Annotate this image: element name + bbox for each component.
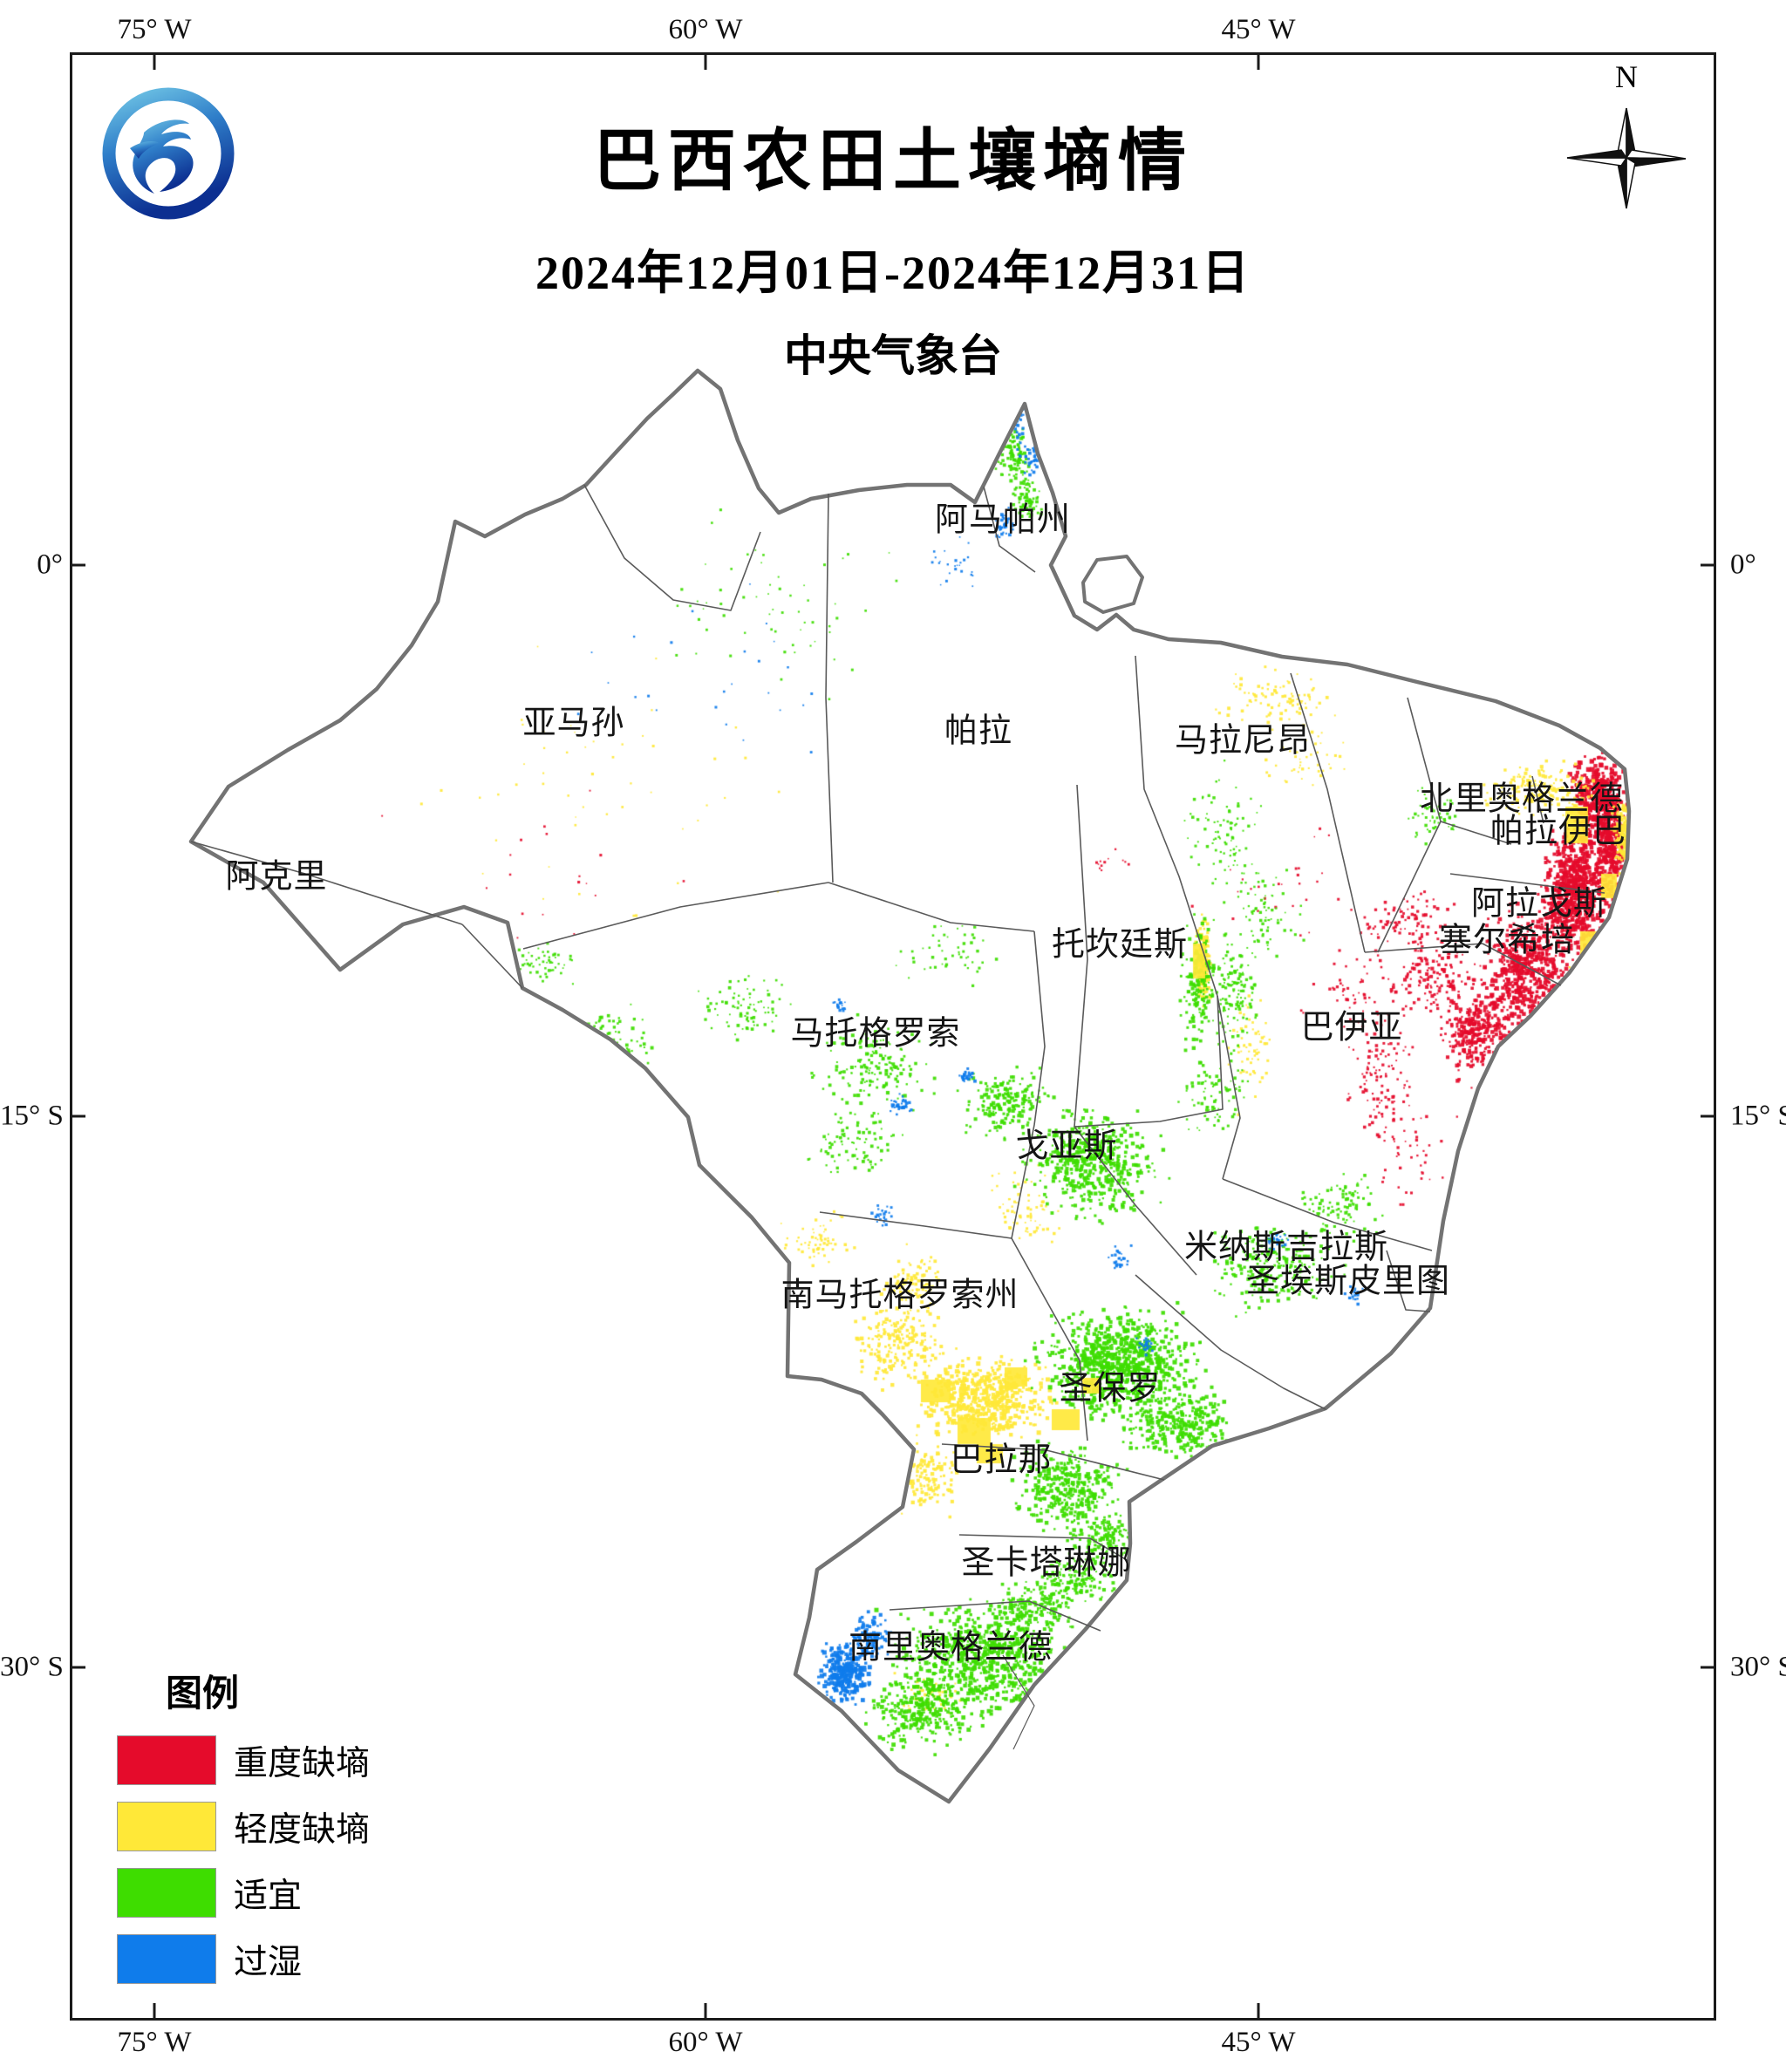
cma-logo-icon bbox=[99, 84, 238, 223]
region-label: 南马托格罗索州 bbox=[781, 1277, 1019, 1314]
region-label: 巴伊亚 bbox=[1300, 1009, 1403, 1046]
region-label: 米纳斯吉拉斯 bbox=[1183, 1229, 1389, 1266]
axis-tick-label: 15° S bbox=[0, 1100, 64, 1132]
legend-item: 过湿 bbox=[103, 1934, 370, 1984]
region-label: 亚马孙 bbox=[522, 705, 625, 742]
region-label: 塞尔希培 bbox=[1438, 922, 1576, 959]
compass-rose-icon bbox=[1566, 107, 1687, 209]
region-label: 阿马帕州 bbox=[934, 501, 1072, 539]
marajo-island-outline bbox=[1081, 555, 1144, 614]
axis-tick-label: 60° W bbox=[668, 2027, 743, 2058]
legend-label: 轻度缺墒 bbox=[234, 1810, 371, 1849]
legend-swatch bbox=[117, 1735, 216, 1785]
axis-tick-label: 30° S bbox=[0, 1651, 64, 1683]
axis-tick-label: 0° bbox=[37, 549, 63, 581]
legend-item: 适宜 bbox=[103, 1868, 370, 1918]
legend-swatch bbox=[117, 1934, 216, 1984]
page-title: 巴西农田土壤墒情 bbox=[592, 123, 1193, 199]
region-label: 阿克里 bbox=[225, 858, 328, 896]
map-frame bbox=[70, 52, 1716, 2021]
legend-swatch bbox=[117, 1868, 216, 1918]
axis-tick-label: 75° W bbox=[117, 14, 192, 45]
legend: 图例 重度缺墒轻度缺墒适宜过湿 bbox=[103, 1664, 370, 2001]
axis-tick-label: 75° W bbox=[117, 2027, 192, 2058]
region-label: 马拉尼昂 bbox=[1174, 722, 1312, 760]
region-label: 马托格罗索 bbox=[790, 1015, 961, 1053]
brazil-country-outline bbox=[188, 368, 1632, 1804]
region-label: 帕拉伊巴 bbox=[1489, 813, 1627, 850]
region-label: 圣埃斯皮里图 bbox=[1245, 1263, 1451, 1300]
axis-tick-label: 60° W bbox=[668, 14, 743, 45]
region-label: 巴拉那 bbox=[950, 1442, 1053, 1479]
axis-tick-label: 0° bbox=[1730, 549, 1756, 581]
legend-label: 过湿 bbox=[234, 1943, 303, 1981]
region-label: 阿拉戈斯 bbox=[1470, 885, 1608, 923]
region-label: 南里奥格兰德 bbox=[848, 1629, 1053, 1666]
legend-item: 重度缺墒 bbox=[103, 1735, 371, 1785]
legend-swatch bbox=[117, 1802, 216, 1851]
state-borders bbox=[190, 484, 1605, 1750]
legend-rows: 重度缺墒轻度缺墒适宜过湿 bbox=[103, 1735, 371, 1984]
region-label: 戈亚斯 bbox=[1015, 1128, 1118, 1165]
north-label: N bbox=[1615, 59, 1638, 94]
region-label: 圣保罗 bbox=[1059, 1370, 1162, 1407]
axis-tick-label: 30° S bbox=[1730, 1651, 1786, 1683]
legend-label: 适宜 bbox=[234, 1877, 303, 1915]
axis-tick-label: 45° W bbox=[1221, 14, 1296, 45]
date-range: 2024年12月01日-2024年12月31日 bbox=[535, 247, 1251, 299]
region-label: 北里奥格兰德 bbox=[1419, 780, 1625, 818]
source-agency: 中央气象台 bbox=[784, 331, 1002, 380]
region-label: 托坎廷斯 bbox=[1051, 926, 1189, 964]
legend-title: 图例 bbox=[166, 1673, 240, 1714]
axis-tick-label: 15° S bbox=[1730, 1100, 1786, 1132]
region-label: 帕拉 bbox=[944, 712, 1013, 750]
axis-tick-label: 45° W bbox=[1221, 2027, 1296, 2058]
compass-rose: N bbox=[1564, 61, 1689, 235]
legend-item: 轻度缺墒 bbox=[103, 1802, 371, 1851]
legend-label: 重度缺墒 bbox=[234, 1744, 371, 1782]
region-label: 圣卡塔琳娜 bbox=[961, 1544, 1132, 1582]
